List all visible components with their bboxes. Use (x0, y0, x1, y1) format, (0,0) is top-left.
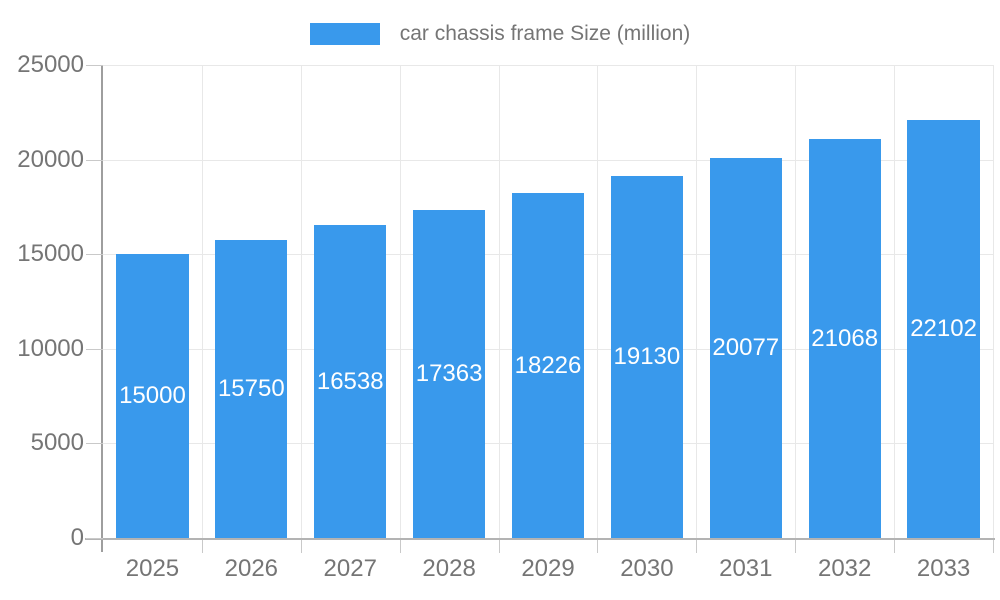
x-axis-tick (795, 540, 797, 553)
y-axis-tick (86, 254, 103, 256)
gridline-x (696, 65, 698, 538)
bar-value-label: 18226 (514, 351, 582, 379)
bar-value-label: 21068 (811, 324, 879, 352)
y-axis-label: 5000 (30, 429, 84, 457)
x-axis-label-2032: 2032 (817, 555, 872, 582)
y-axis-label: 10000 (17, 334, 84, 362)
bar-value-label: 15750 (217, 375, 285, 402)
x-axis-tick (300, 540, 302, 553)
gridline-x (597, 65, 599, 538)
x-axis-label-2029: 2029 (521, 555, 575, 582)
legend-swatch-icon (309, 23, 380, 45)
legend-label: car chassis frame Size (million) (399, 22, 691, 45)
x-axis-label-2026: 2026 (224, 555, 279, 582)
bar-2032: 21068 (808, 139, 881, 538)
bar-slot-2027: 16538 (301, 65, 400, 538)
x-axis-tick (399, 540, 401, 553)
y-axis-tick (86, 538, 103, 539)
y-axis-line (101, 65, 103, 552)
x-axis-label-2027: 2027 (323, 555, 377, 582)
bar-slot-2028: 17363 (400, 65, 499, 538)
bar-series: 15000 15750 16538 17363 18226 19130 20077 21068… (103, 65, 993, 538)
x-axis-tick (498, 540, 500, 553)
bar-value-label: 19130 (613, 343, 681, 371)
bar-value-label: 15000 (119, 382, 186, 410)
bar-2029: 18226 (511, 193, 585, 538)
legend: car chassis frame Size (million) (0, 22, 1000, 46)
plot-area: 15000 15750 16538 17363 18226 19130 20077 21068… (85, 65, 995, 553)
bar-value-label: 16538 (316, 367, 384, 395)
x-axis-label-2033: 2033 (916, 555, 971, 582)
x-axis-tick (597, 540, 599, 553)
y-axis-label: 0 (70, 524, 84, 551)
bar-slot-2033: 22102 (894, 65, 993, 538)
y-axis-tick (86, 159, 103, 161)
bar-2031: 20077 (709, 158, 782, 538)
gridline-x (795, 65, 797, 538)
gridline-x (894, 65, 896, 538)
gridline-x (498, 65, 500, 538)
gridline-x (201, 65, 203, 538)
gridline-y-20000 (103, 159, 993, 161)
x-axis-tick (894, 540, 896, 553)
bar-2025: 15000 (116, 254, 189, 538)
bar-value-label: 17363 (415, 359, 483, 387)
x-axis-label-2028: 2028 (422, 555, 476, 582)
gridline-x (300, 65, 302, 538)
x-axis-tick (696, 540, 698, 553)
x-axis-label-2025: 2025 (125, 555, 180, 582)
x-axis-label-2031: 2031 (719, 555, 773, 582)
bar-value-label: 20077 (712, 334, 780, 362)
bar-2030: 19130 (610, 176, 683, 538)
bar-2028: 17363 (413, 209, 486, 538)
bar-2033: 22102 (907, 119, 980, 538)
x-axis-labels: 2025 2026 2027 2028 2029 2030 2031 2032 2033 (103, 550, 993, 588)
y-axis-tick (86, 65, 103, 66)
bar-slot-2032: 21068 (795, 65, 894, 538)
y-axis-tick (86, 443, 103, 445)
x-axis-label-2030: 2030 (620, 555, 674, 582)
y-axis-label: 20000 (17, 145, 84, 173)
bar-slot-2026: 15750 (202, 65, 301, 538)
bar-value-label: 22102 (910, 314, 977, 342)
gridline-x (399, 65, 401, 538)
gridline-x (993, 65, 994, 538)
y-axis-label: 15000 (17, 240, 84, 268)
bar-slot-2025: 15000 (103, 65, 202, 538)
bar-2026: 15750 (215, 240, 288, 538)
x-axis-line (85, 538, 995, 540)
gridline-y-25000 (103, 65, 993, 66)
bar-slot-2030: 19130 (597, 65, 696, 538)
bar-slot-2031: 20077 (696, 65, 795, 538)
x-axis-tick (993, 540, 994, 553)
y-axis-tick (86, 348, 103, 350)
y-axis-label: 25000 (17, 51, 84, 78)
x-axis-tick (201, 540, 203, 553)
bar-slot-2029: 18226 (499, 65, 598, 538)
bar-2027: 16538 (314, 225, 387, 538)
